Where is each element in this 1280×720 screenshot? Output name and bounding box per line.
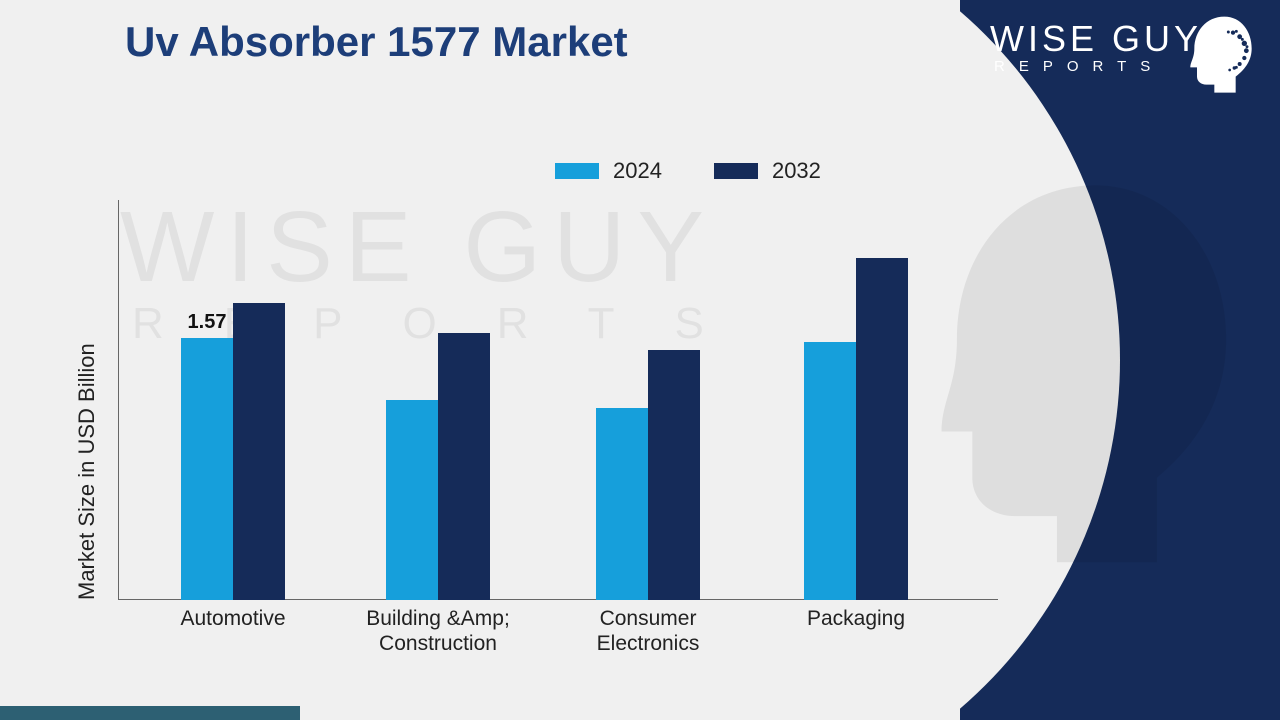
category-label: Packaging <box>756 600 956 631</box>
value-label: 1.57 <box>188 311 227 334</box>
legend-item-2024: 2024 <box>555 158 662 184</box>
brand-logo: WISE GUY REPORTS <box>990 18 1250 75</box>
stage: WISE GUY REPORTS Uv Absorber 1577 Market… <box>0 0 1280 720</box>
legend-label: 2032 <box>772 158 821 184</box>
category-label: Consumer Electronics <box>548 600 748 656</box>
legend-swatch <box>714 163 758 179</box>
bar-group: Automotive <box>181 303 285 600</box>
bar-2024 <box>386 400 438 600</box>
bar-2024 <box>181 338 233 600</box>
bar-2032 <box>648 350 700 600</box>
legend-item-2032: 2032 <box>714 158 821 184</box>
chart-area: Market Size in USD Billion AutomotiveBui… <box>118 200 998 600</box>
bar-group: Building &Amp; Construction <box>386 333 490 600</box>
category-label: Building &Amp; Construction <box>338 600 538 656</box>
legend-label: 2024 <box>613 158 662 184</box>
bottom-accent-bar <box>0 706 300 720</box>
logo-head-icon <box>1186 14 1256 94</box>
bar-2032 <box>856 258 908 600</box>
bar-2024 <box>596 408 648 600</box>
bar-group: Consumer Electronics <box>596 350 700 600</box>
bar-2032 <box>438 333 490 600</box>
category-label: Automotive <box>133 600 333 631</box>
chart-title: Uv Absorber 1577 Market <box>125 18 628 66</box>
bar-group: Packaging <box>804 258 908 600</box>
y-axis-label: Market Size in USD Billion <box>74 343 100 600</box>
bar-2032 <box>233 303 285 600</box>
legend: 2024 2032 <box>555 158 821 184</box>
legend-swatch <box>555 163 599 179</box>
bar-2024 <box>804 342 856 600</box>
plot-area: Automotive Building &Amp; Construction Con… <box>118 200 998 600</box>
